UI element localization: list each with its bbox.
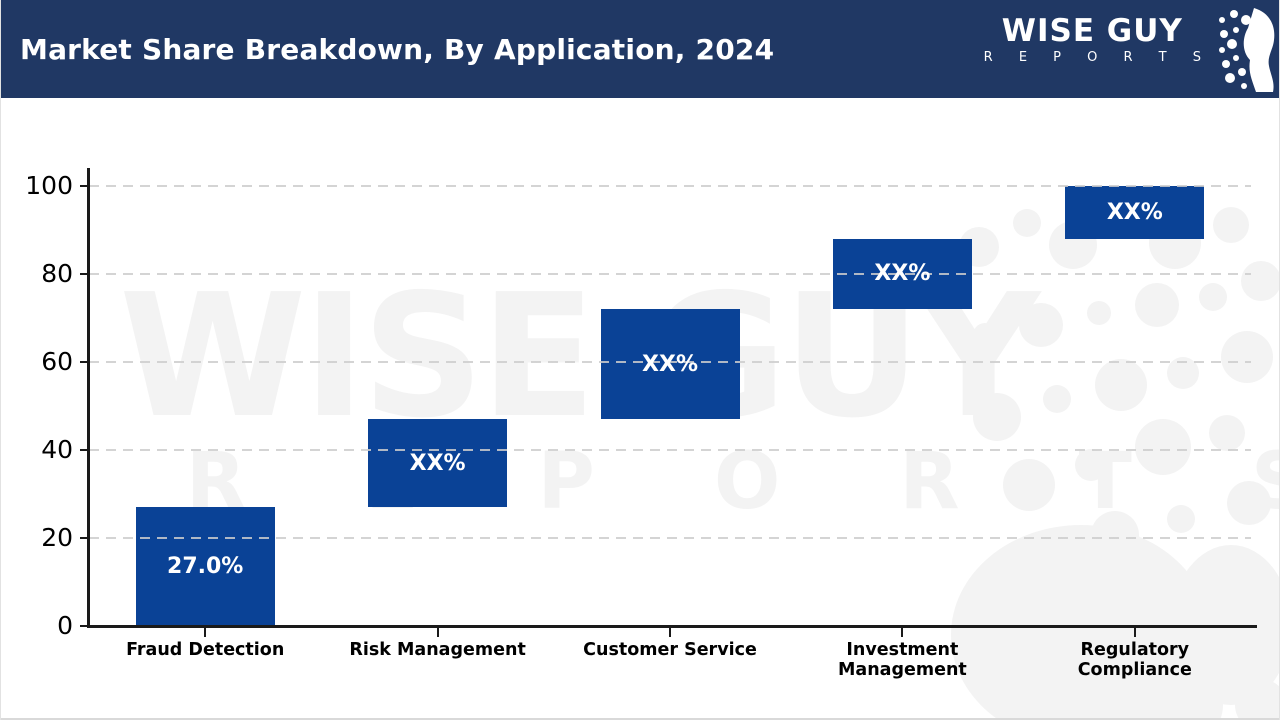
y-axis-tick [80,273,89,275]
gridline [89,361,1251,363]
brand-face-icon [1219,8,1275,92]
x-axis-tick-label: Customer Service [583,640,757,660]
gridline [89,537,1251,539]
x-axis-tick [204,628,207,637]
brand-wordmark: WISE GUY [1001,13,1183,49]
y-axis-tick-label: 0 [57,611,73,640]
y-axis-tick [80,537,89,539]
page-title: Market Share Breakdown, By Application, … [20,32,775,66]
bar-value-label: XX% [874,261,931,287]
y-axis-tick-label: 20 [41,523,73,552]
bar [600,309,740,420]
x-axis-tick [436,628,439,637]
bar [368,419,508,508]
bar [135,507,275,626]
x-axis-tick [669,628,671,637]
page-bottom-border [1,718,1279,720]
brand-subtext: R E P O R T S [983,50,1212,65]
bar-value-label: 27.0% [167,554,244,580]
y-axis-tick-label: 40 [41,435,73,464]
header-bar: Market Share Breakdown, By Application, … [1,0,1279,98]
y-axis-tick-label: 100 [25,171,73,200]
gridline [89,273,1251,275]
y-axis-tick [80,361,89,363]
bar-value-label: XX% [409,450,466,476]
x-axis-tick-label: Investment Management [837,640,967,680]
x-axis-line [87,625,1257,628]
y-axis-tick [80,625,89,627]
y-axis-tick-label: 80 [41,259,73,288]
gridline [89,185,1251,187]
x-axis-tick-label: Regulatory Compliance [1077,640,1192,680]
x-axis-tick-label: Fraud Detection [126,640,285,660]
gridline [89,449,1251,451]
y-axis-tick [80,185,89,187]
y-axis-tick-label: 60 [41,347,73,376]
y-axis-tick [80,449,89,451]
y-axis-line [87,168,90,628]
x-axis-tick [901,628,904,637]
bar-value-label: XX% [642,351,698,377]
bar-value-label: XX% [1106,199,1163,225]
brand-logo: WISE GUY R E P O R T S [973,14,1212,65]
x-axis-tick [1133,628,1136,637]
x-axis-tick-label: Risk Management [349,640,526,660]
bar [1065,186,1205,239]
